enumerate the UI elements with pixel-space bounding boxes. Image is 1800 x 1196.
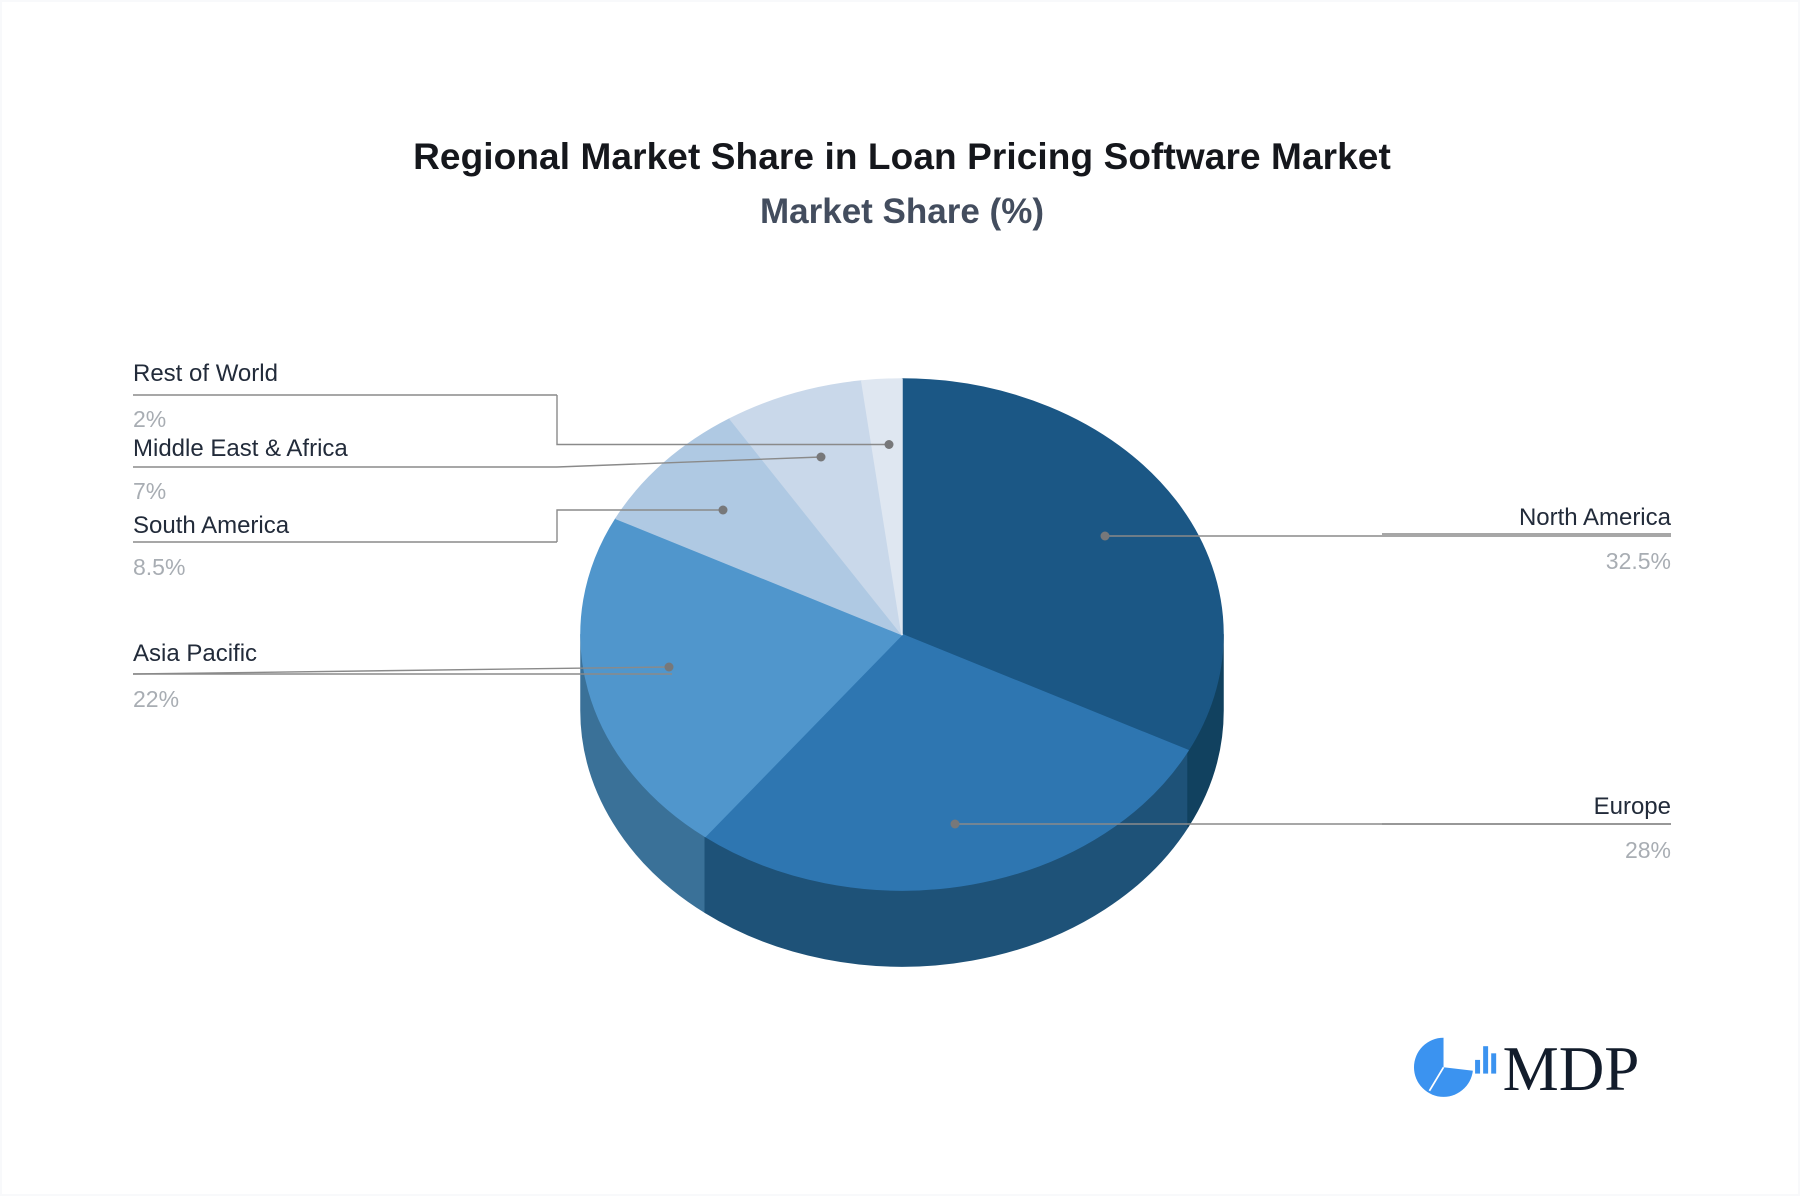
svg-text:MDP: MDP bbox=[1503, 1034, 1640, 1104]
